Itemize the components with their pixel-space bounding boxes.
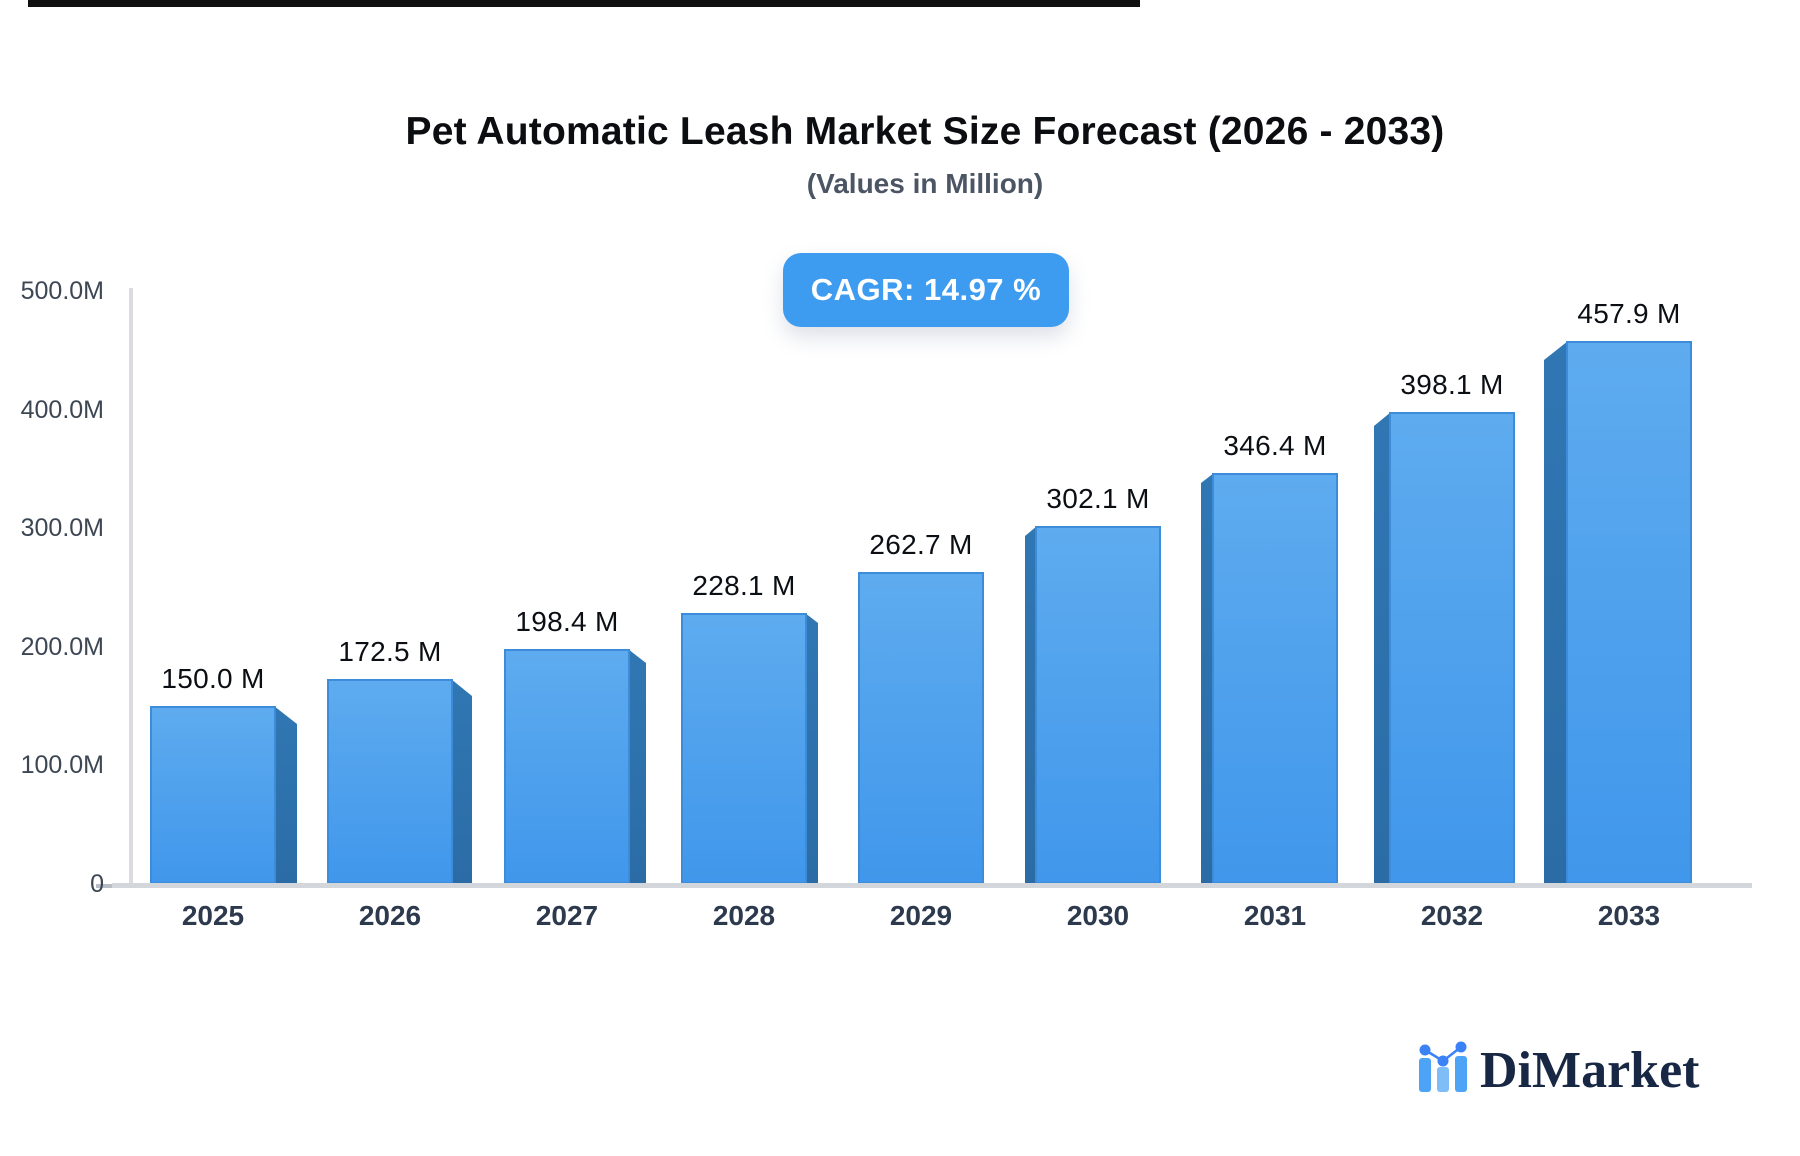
logo-text: DiMarket bbox=[1480, 1042, 1700, 1099]
bar-2031 bbox=[1212, 473, 1338, 884]
y-axis-line bbox=[129, 288, 133, 886]
bar-value-label-2027: 198.4 M bbox=[515, 606, 619, 637]
brand-logo: DiMarket bbox=[1418, 1040, 1699, 1097]
x-axis-baseline bbox=[112, 883, 1752, 888]
y-axis-tick-label: 400.0M bbox=[20, 395, 104, 424]
x-axis-label-2033: 2033 bbox=[1597, 900, 1661, 931]
y-axis-tick-label: 100.0M bbox=[20, 751, 104, 780]
x-axis-label-2027: 2027 bbox=[535, 900, 599, 931]
y-axis-tick-label: 200.0M bbox=[20, 632, 104, 661]
bar-value-label-2025: 150.0 M bbox=[161, 663, 265, 694]
bar-value-label-2026: 172.5 M bbox=[338, 636, 442, 667]
x-axis-label-2030: 2030 bbox=[1066, 900, 1130, 931]
bar-side-face-2028 bbox=[805, 613, 818, 884]
x-axis-label-2025: 2025 bbox=[181, 900, 245, 931]
bar-2029 bbox=[858, 572, 984, 884]
cagr-badge-label: CAGR: 14.97 % bbox=[810, 272, 1042, 307]
x-axis-label-2032: 2032 bbox=[1420, 900, 1484, 931]
x-axis-label-2029: 2029 bbox=[889, 900, 953, 931]
bar-2033 bbox=[1566, 341, 1692, 884]
y-axis-tick-label: 500.0M bbox=[20, 277, 104, 305]
y-axis-tick-label: 300.0M bbox=[20, 514, 104, 543]
x-axis-label-2026: 2026 bbox=[358, 900, 422, 931]
bar-value-label-2032: 398.1 M bbox=[1400, 369, 1504, 400]
bar-value-label-2029: 262.7 M bbox=[869, 529, 973, 560]
bar-value-label-2028: 228.1 M bbox=[692, 570, 796, 601]
bar-side-face-2031 bbox=[1201, 473, 1214, 884]
bar-2025 bbox=[150, 706, 276, 884]
chart-subtitle: (Values in Million) bbox=[806, 168, 1044, 199]
bar-side-face-2030 bbox=[1025, 526, 1037, 884]
bar-side-face-2032 bbox=[1374, 412, 1391, 884]
bar-2032 bbox=[1389, 412, 1515, 884]
bar-value-label-2031: 346.4 M bbox=[1223, 430, 1327, 461]
top-edge-line bbox=[28, 0, 1140, 7]
bar-side-face-2027 bbox=[628, 649, 646, 884]
bar-side-face-2025 bbox=[274, 706, 297, 884]
bar-2027 bbox=[504, 649, 630, 884]
bar-side-face-2033 bbox=[1544, 341, 1568, 884]
bar-2030 bbox=[1035, 526, 1161, 884]
zero-tick-mark bbox=[96, 884, 120, 888]
bar-value-label-2030: 302.1 M bbox=[1046, 483, 1150, 514]
x-axis-label-2028: 2028 bbox=[712, 900, 776, 931]
chart-title: Pet Automatic Leash Market Size Forecast… bbox=[405, 110, 1445, 153]
logo-bars-icon bbox=[1418, 1040, 1468, 1097]
bar-2026 bbox=[327, 679, 453, 884]
bar-side-face-2026 bbox=[451, 679, 472, 884]
bar-2028 bbox=[681, 613, 807, 884]
cagr-badge: CAGR: 14.97 % bbox=[783, 253, 1069, 327]
x-axis-label-2031: 2031 bbox=[1243, 900, 1307, 931]
y-axis-tick-label: 0 bbox=[90, 870, 104, 898]
bar-value-label-2033: 457.9 M bbox=[1577, 298, 1681, 329]
